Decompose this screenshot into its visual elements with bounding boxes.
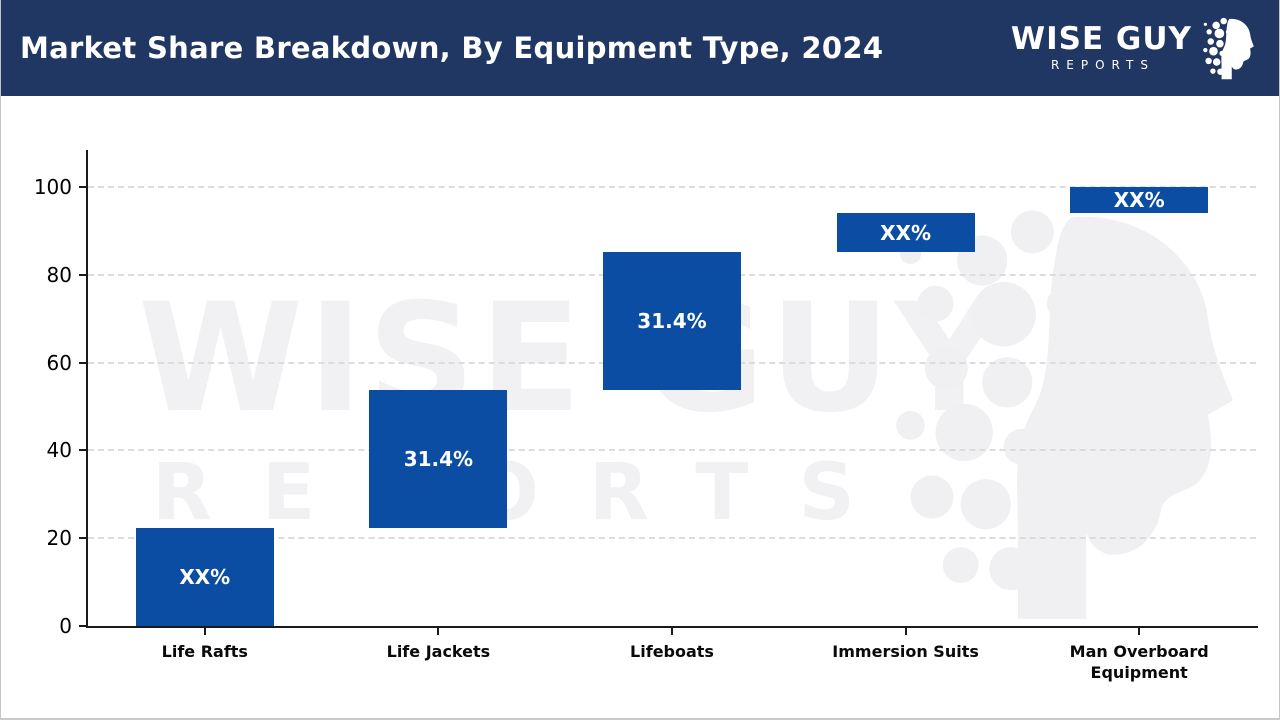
bar-value-label-life-jackets: 31.4% <box>403 447 474 472</box>
x-axis-line <box>86 626 1258 628</box>
plot-region: 0 20 40 60 80 100 XX% Life Rafts 31.4% Life Jacke… <box>0 96 1280 720</box>
y-tick-100 <box>79 186 87 188</box>
bar-value-label-immersion-suits: XX% <box>880 220 932 245</box>
y-tick-40 <box>79 449 87 452</box>
bar-value-label-life-rafts: XX% <box>179 565 231 590</box>
wiseguy-logo: WISE GUY REPORTS <box>1011 9 1260 87</box>
y-tick-80 <box>79 273 87 276</box>
y-tick-label-60: 60 <box>46 350 72 375</box>
bar-man-overboard-equipment: XX% <box>1070 187 1209 214</box>
y-tick-label-40: 40 <box>46 438 72 463</box>
y-tick-label-0: 0 <box>59 614 72 638</box>
x-tick-life-rafts <box>203 628 206 635</box>
bar-life-rafts: XX% <box>135 528 274 626</box>
x-label-text-lifeboats: Lifeboats <box>630 642 714 661</box>
page-title: Market Share Breakdown, By Equipment Typ… <box>20 31 884 65</box>
y-tick-label-100: 100 <box>33 175 72 199</box>
wiseguy-logo-text: WISE GUY REPORTS <box>1010 21 1192 73</box>
bar-immersion-suits: XX% <box>836 213 975 253</box>
gridline-40 <box>88 449 1256 452</box>
bar-value-label-man-overboard-equipment: XX% <box>1113 188 1165 213</box>
x-label-text-man-overboard-equipment: Man Overboard Equipment <box>1069 642 1209 682</box>
x-tick-lifeboats <box>671 628 673 635</box>
gridline-100 <box>88 186 1256 188</box>
x-label-lifeboats: Lifeboats <box>572 642 772 663</box>
bar-value-label-lifeboats: 31.4% <box>637 309 707 334</box>
x-label-text-immersion-suits: Immersion Suits <box>832 642 979 661</box>
x-label-life-jackets: Life Jackets <box>338 642 538 663</box>
logo-subtitle: REPORTS <box>1050 58 1155 72</box>
y-tick-label-80: 80 <box>46 262 72 287</box>
watermark-wordmark: WISE GUY <box>138 272 1008 446</box>
y-tick-0 <box>79 625 87 627</box>
y-tick-60 <box>79 361 87 364</box>
header-bar: Market Share Breakdown, By Equipment Typ… <box>0 0 1280 96</box>
bar-life-jackets: 31.4% <box>369 390 508 529</box>
y-tick-label-20: 20 <box>46 526 72 551</box>
x-label-immersion-suits: Immersion Suits <box>806 642 1006 663</box>
x-label-text-life-jackets: Life Jackets <box>386 642 491 661</box>
y-tick-20 <box>79 537 87 540</box>
x-tick-man-overboard-equipment <box>1138 628 1141 635</box>
bar-lifeboats: 31.4% <box>603 252 741 391</box>
logo-wordmark: WISE GUY <box>1010 21 1192 57</box>
x-label-text-life-rafts: Life Rafts <box>161 642 248 661</box>
x-tick-immersion-suits <box>904 628 907 635</box>
x-label-man-overboard-equipment: Man Overboard Equipment <box>1039 642 1239 684</box>
x-label-life-rafts: Life Rafts <box>105 642 305 663</box>
x-tick-life-jackets <box>437 628 440 635</box>
gridline-20 <box>88 537 1256 540</box>
chart-area: WISE GUY REPORTS 0 20 40 60 80 100 XX% Life Raf… <box>0 96 1280 720</box>
wiseguy-head-icon <box>1203 17 1254 80</box>
y-axis-line <box>86 150 88 628</box>
